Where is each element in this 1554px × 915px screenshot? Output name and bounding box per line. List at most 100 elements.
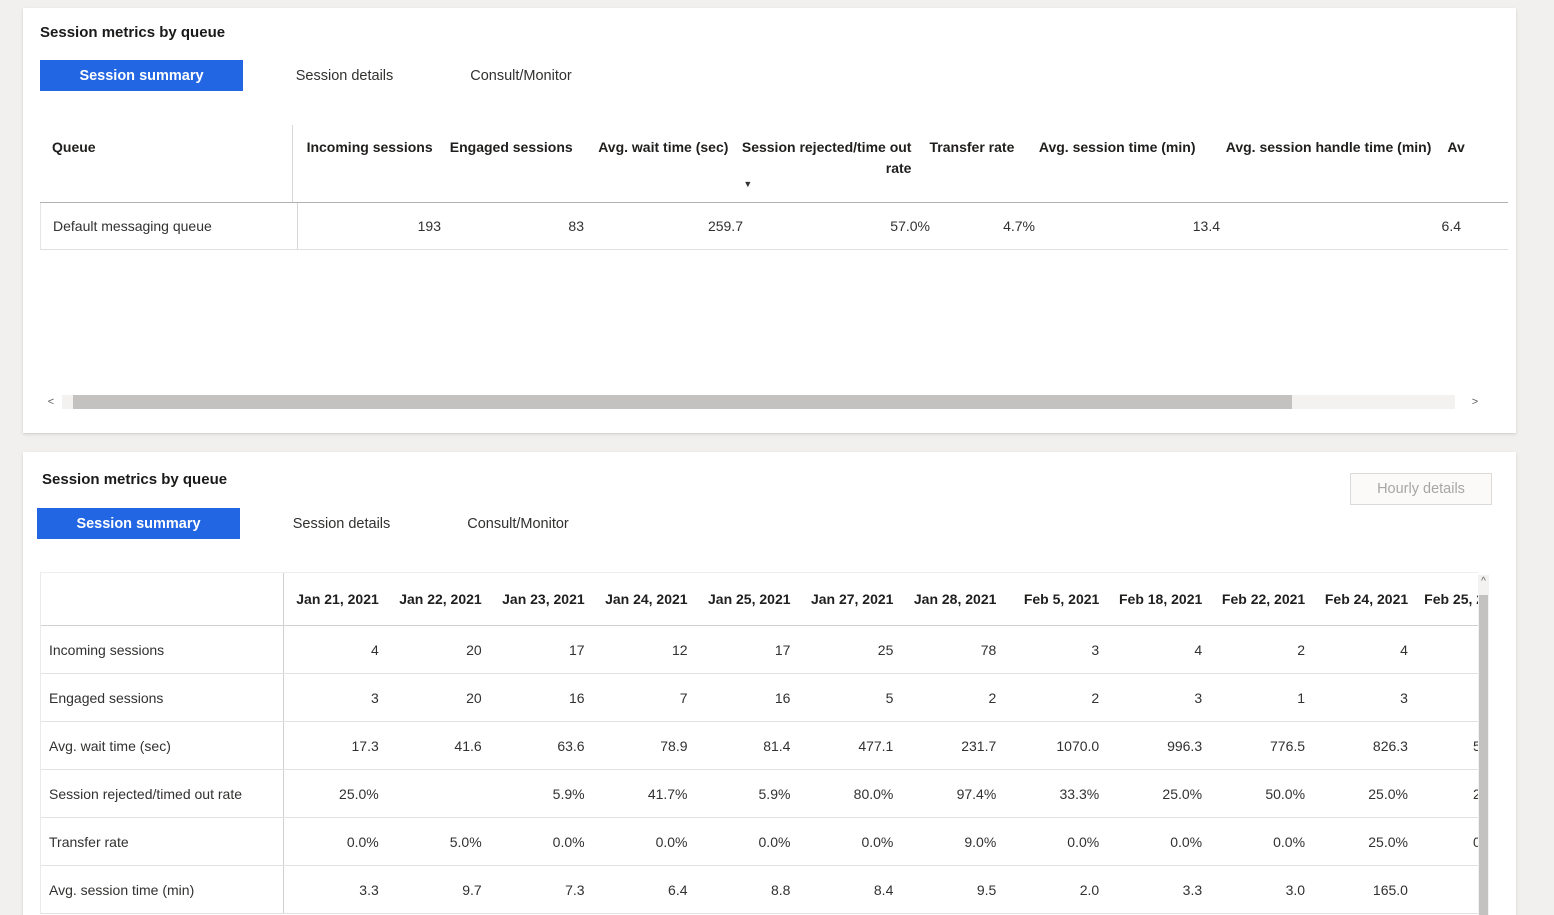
table-cell: 17 — [569, 641, 585, 658]
table-cell: 9.0% — [964, 833, 997, 850]
table-cell: 25.0% — [339, 785, 379, 802]
date-metrics-table-viewport: Jan 21, 2021 Jan 22, 2021 Jan 23, 2021 J… — [40, 572, 1478, 915]
vertical-scrollbar-thumb[interactable] — [1479, 595, 1488, 915]
date-column-header[interactable]: Jan 23, 2021 — [502, 591, 585, 607]
table-cell: 0.0% — [1067, 833, 1100, 850]
table-header-row: Queue Incoming sessions Engaged sessions… — [40, 125, 1508, 203]
column-header-queue[interactable]: Queue — [40, 125, 293, 202]
table-header-row: Jan 21, 2021 Jan 22, 2021 Jan 23, 2021 J… — [41, 573, 1478, 626]
scroll-right-icon[interactable]: > — [1471, 396, 1479, 408]
table-row-avg-session-time: Avg. session time (min) 3.3 9.7 7.3 6.4 … — [41, 866, 1478, 914]
table-row[interactable]: Default messaging queue 193 83 259.7 57.… — [40, 203, 1508, 250]
tab-session-summary[interactable]: Session summary — [37, 508, 240, 539]
table-cell: 25 — [877, 641, 894, 658]
tab-consult-monitor[interactable]: Consult/Monitor — [446, 60, 596, 91]
table-row-avg-wait-time: Avg. wait time (sec) 17.3 41.6 63.6 78.9… — [41, 722, 1478, 770]
table-row-engaged-sessions: Engaged sessions 3 20 16 7 16 5 2 2 3 1 … — [41, 674, 1478, 722]
table-cell: 2 — [988, 689, 997, 706]
column-header-avg-wait-time[interactable]: Avg. wait time (sec) — [598, 139, 729, 155]
table-cell: 0.0% — [1273, 833, 1306, 850]
table-cell: 776.5 — [1270, 737, 1306, 754]
horizontal-scrollbar-thumb[interactable] — [73, 395, 1292, 409]
table-cell: 3.3 — [359, 881, 379, 898]
table-cell: 20 — [466, 689, 482, 706]
column-header-session-rejected-rate[interactable]: Session rejected/time out rate ▼ — [738, 125, 921, 202]
table-cell: 7.3 — [565, 881, 585, 898]
table-cell: 63.6 — [557, 737, 585, 754]
tab-session-details[interactable]: Session details — [243, 60, 446, 91]
session-rejected-rate-cell: 57.0% — [890, 218, 930, 234]
metric-row-label: Transfer rate — [41, 818, 284, 865]
date-column-header[interactable]: Jan 24, 2021 — [605, 591, 688, 607]
column-header-engaged-sessions[interactable]: Engaged sessions — [449, 139, 573, 155]
table-cell: 41.7% — [647, 785, 688, 802]
table-cell: 0.0% — [1170, 833, 1203, 850]
table-cell: 0.0% — [552, 833, 585, 850]
table-cell: 2 — [1091, 689, 1100, 706]
table-cell: 4 — [1194, 641, 1203, 658]
table-cell: 3 — [1194, 689, 1203, 706]
metric-row-label: Avg. wait time (sec) — [41, 722, 284, 769]
queue-name-cell: Default messaging queue — [40, 203, 298, 249]
column-header-transfer-rate[interactable]: Transfer rate — [929, 139, 1015, 155]
avg-wait-time-cell: 259.7 — [707, 218, 743, 234]
table-cell: 5 — [1472, 737, 1478, 754]
scroll-left-icon[interactable]: < — [47, 396, 55, 408]
date-column-header[interactable]: Jan 22, 2021 — [399, 591, 482, 607]
vertical-scrollbar[interactable]: ^ — [1478, 575, 1489, 915]
table-cell: 25.0% — [1368, 833, 1408, 850]
metric-row-label: Avg. session time (min) — [41, 866, 284, 913]
avg-session-handle-time-cell: 6.4 — [1441, 218, 1461, 234]
table-cell: 41.6 — [454, 737, 482, 754]
date-column-header[interactable]: Feb 22, 2021 — [1221, 591, 1306, 607]
table-cell: 33.3% — [1059, 785, 1100, 802]
scroll-up-icon[interactable]: ^ — [1481, 576, 1486, 587]
table-cell: 0 — [1472, 833, 1478, 850]
metric-row-label: Session rejected/timed out rate — [41, 770, 284, 817]
hourly-details-button[interactable]: Hourly details — [1350, 473, 1492, 505]
table-cell: 8.8 — [770, 881, 791, 898]
column-header-label: Session rejected/time out rate — [741, 139, 912, 176]
table-cell: 4 — [370, 641, 379, 658]
date-column-header[interactable]: Feb 5, 2021 — [1023, 591, 1100, 607]
table-cell: 17.3 — [351, 737, 379, 754]
table-cell: 5.9% — [552, 785, 585, 802]
panel-title: Session metrics by queue — [42, 471, 228, 488]
table-row-transfer-rate: Transfer rate 0.0% 5.0% 0.0% 0.0% 0.0% 0… — [41, 818, 1478, 866]
column-header-clipped[interactable]: Av — [1447, 139, 1465, 155]
table-cell: 231.7 — [961, 737, 997, 754]
sort-descending-icon[interactable]: ▼ — [743, 179, 753, 189]
table-cell: 3 — [1400, 689, 1408, 706]
date-column-header[interactable]: Feb 18, 2021 — [1118, 591, 1203, 607]
column-header-incoming-sessions[interactable]: Incoming sessions — [306, 139, 433, 155]
transfer-rate-cell: 4.7% — [1003, 218, 1035, 234]
table-cell: 477.1 — [858, 737, 894, 754]
horizontal-scrollbar-track[interactable] — [62, 395, 1455, 409]
table-cell: 3 — [370, 689, 379, 706]
table-cell: 28 — [1472, 785, 1478, 802]
table-cell: 2 — [1297, 641, 1306, 658]
table-cell: 20 — [466, 641, 482, 658]
date-column-header[interactable]: Feb 24, 2021 — [1324, 591, 1409, 607]
avg-session-time-cell: 13.4 — [1192, 218, 1220, 234]
table-cell: 25.0% — [1162, 785, 1203, 802]
column-header-avg-session-time[interactable]: Avg. session time (min) — [1038, 139, 1196, 155]
tab-session-summary[interactable]: Session summary — [40, 60, 243, 91]
table-cell: 1 — [1297, 689, 1306, 706]
date-column-header[interactable]: Jan 27, 2021 — [810, 591, 894, 607]
table-cell: 0.0% — [346, 833, 379, 850]
column-header-avg-session-handle-time[interactable]: Avg. session handle time (min) — [1225, 139, 1432, 155]
date-column-header[interactable]: Jan 28, 2021 — [913, 591, 997, 607]
table-cell: 5.9% — [758, 785, 791, 802]
tab-consult-monitor[interactable]: Consult/Monitor — [443, 508, 593, 539]
table-cell: 97.4% — [956, 785, 997, 802]
date-column-header[interactable]: Jan 21, 2021 — [296, 591, 379, 607]
horizontal-scrollbar[interactable]: < > — [40, 395, 1495, 409]
metric-row-label: Engaged sessions — [41, 674, 284, 721]
date-column-header[interactable]: Feb 25, 2021 — [1424, 591, 1478, 607]
table-cell: 78.9 — [660, 737, 688, 754]
session-metrics-panel-bottom: Session metrics by queue Hourly details … — [23, 452, 1516, 915]
table-cell: 9.5 — [976, 881, 997, 898]
tab-session-details[interactable]: Session details — [240, 508, 443, 539]
date-column-header[interactable]: Jan 25, 2021 — [708, 591, 791, 607]
